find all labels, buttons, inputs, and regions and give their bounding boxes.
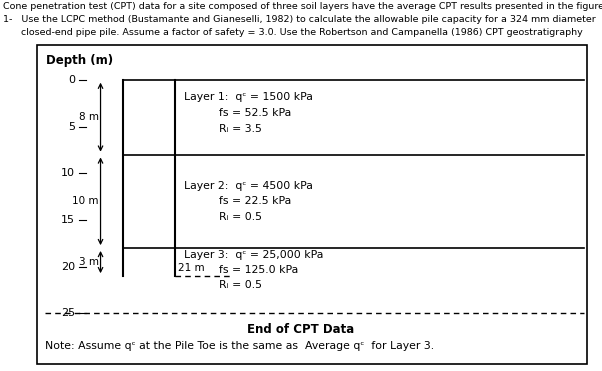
Text: Layer 1:  qᶜ = 1500 kPa: Layer 1: qᶜ = 1500 kPa [184, 92, 312, 102]
Text: fs = 22.5 kPa: fs = 22.5 kPa [219, 196, 291, 206]
Text: Layer 3:  qᶜ = 25,000 kPa: Layer 3: qᶜ = 25,000 kPa [184, 250, 323, 260]
Text: 21 m: 21 m [178, 263, 204, 273]
Text: Rᵢ = 3.5: Rᵢ = 3.5 [219, 124, 261, 134]
Text: 1-   Use the LCPC method (Bustamante and Gianeselli, 1982) to calculate the allo: 1- Use the LCPC method (Bustamante and G… [3, 15, 596, 24]
Text: Layer 2:  qᶜ = 4500 kPa: Layer 2: qᶜ = 4500 kPa [184, 181, 312, 191]
Text: fs = 52.5 kPa: fs = 52.5 kPa [219, 108, 291, 118]
Text: 20: 20 [61, 262, 75, 272]
Text: Cone penetration test (CPT) data for a site composed of three soil layers have t: Cone penetration test (CPT) data for a s… [3, 2, 602, 11]
Text: Rᵢ = 0.5: Rᵢ = 0.5 [219, 212, 261, 222]
Text: End of CPT Data: End of CPT Data [247, 323, 355, 336]
Text: 10: 10 [61, 168, 75, 178]
Text: 0: 0 [68, 75, 75, 85]
Text: closed-end pipe pile. Assume a factor of safety = 3.0. Use the Robertson and Cam: closed-end pipe pile. Assume a factor of… [3, 28, 583, 37]
Text: Note: Assume qᶜ at the Pile Toe is the same as  Average qᶜ  for Layer 3.: Note: Assume qᶜ at the Pile Toe is the s… [45, 341, 434, 351]
Text: 25: 25 [61, 309, 75, 318]
Text: Depth (m): Depth (m) [46, 54, 114, 67]
Text: 10 m: 10 m [72, 196, 99, 206]
Text: 8 m: 8 m [79, 112, 99, 122]
Text: Rᵢ = 0.5: Rᵢ = 0.5 [219, 280, 261, 290]
Text: 15: 15 [61, 215, 75, 225]
Text: fs = 125.0 kPa: fs = 125.0 kPa [219, 266, 298, 276]
Text: 3 m: 3 m [79, 257, 99, 267]
Text: 5: 5 [68, 122, 75, 131]
